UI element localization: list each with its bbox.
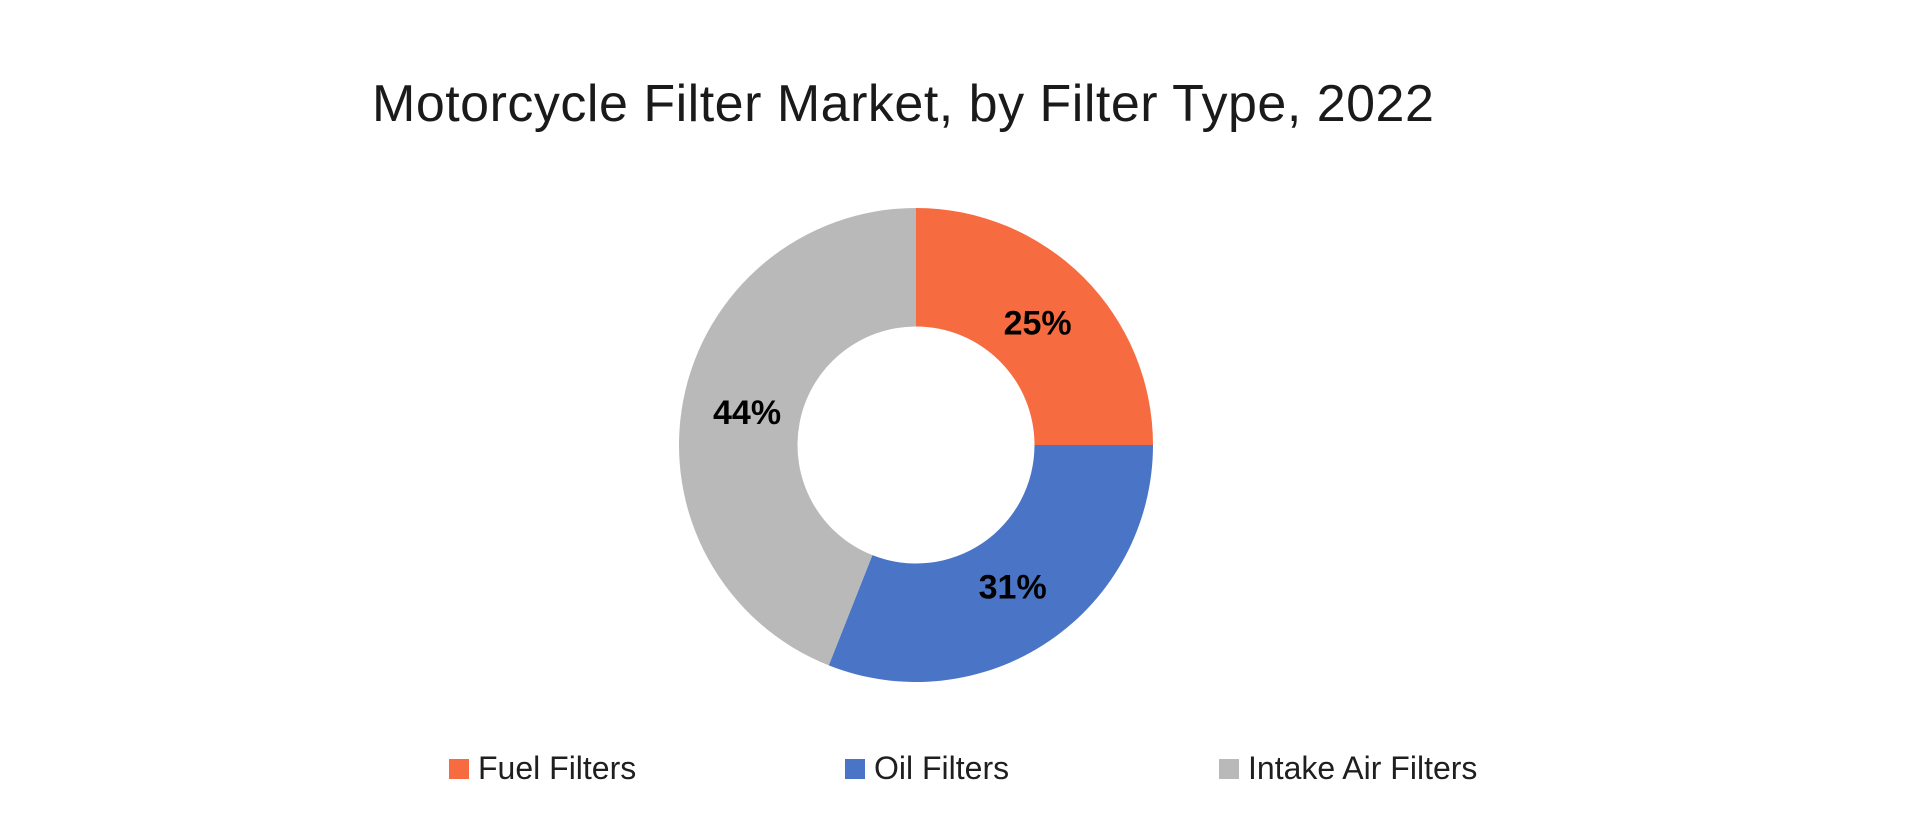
legend-swatch-oil-filters	[845, 758, 865, 779]
legend-label-fuel-filters: Fuel Filters	[478, 750, 637, 786]
donut-slice-fuel-filters	[916, 208, 1153, 445]
slice-label-fuel-filters: 25%	[1004, 304, 1072, 342]
donut-chart: 25% 31% 44%	[679, 208, 1153, 682]
chart-title: Motorcycle Filter Market, by Filter Type…	[372, 75, 1435, 133]
slice-label-intake-air-filters: 44%	[713, 394, 781, 432]
donut-slice-intake-air-filters	[679, 208, 916, 666]
legend-swatch-intake-air-filters	[1219, 758, 1239, 779]
legend-label-oil-filters: Oil Filters	[874, 750, 1010, 786]
legend-item-intake-air-filters: Intake Air Filters	[1219, 750, 1477, 787]
legend-swatch-fuel-filters	[449, 758, 469, 779]
legend-item-fuel-filters: Fuel Filters	[449, 750, 636, 787]
legend-item-oil-filters: Oil Filters	[845, 750, 1009, 787]
donut-slice-oil-filters	[828, 445, 1153, 682]
legend-label-intake-air-filters: Intake Air Filters	[1248, 750, 1478, 786]
slice-label-oil-filters: 31%	[979, 568, 1047, 606]
